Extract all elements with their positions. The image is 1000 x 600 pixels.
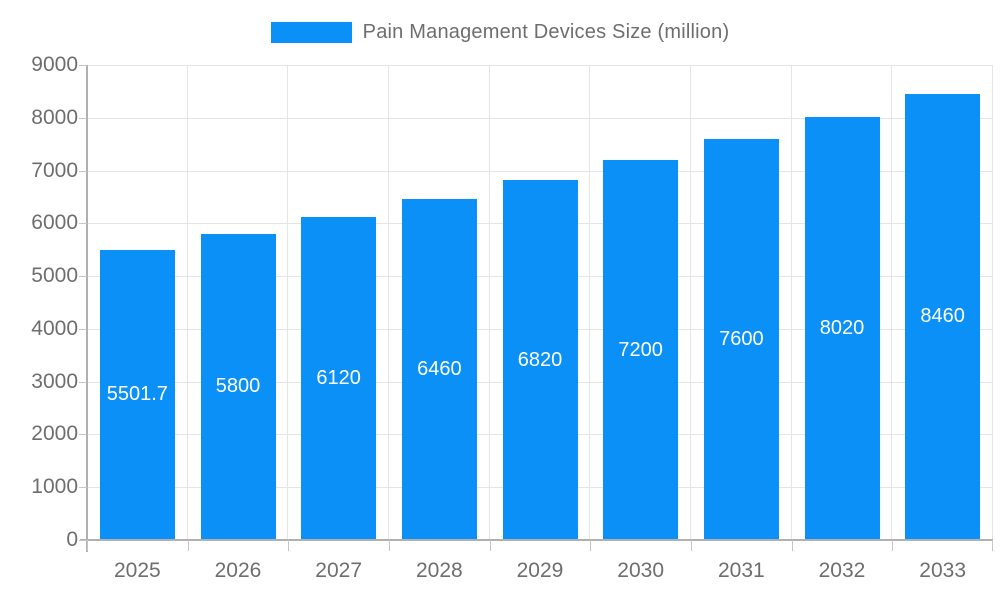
y-tick-1000 (79, 487, 87, 489)
bar-value-label-2033: 8460 (920, 305, 965, 328)
x-tick-8 (892, 540, 894, 551)
y-tick-8000 (79, 117, 87, 119)
bar-2026[interactable]: 5800 (200, 233, 276, 540)
bar-value-label-2025: 5501.7 (106, 383, 168, 406)
y-tick-label-6000: 6000 (31, 211, 78, 235)
y-tick-label-8000: 8000 (31, 105, 78, 129)
bar-2028[interactable]: 6460 (401, 199, 477, 540)
y-tick-9000 (79, 65, 87, 66)
y-tick-label-1000: 1000 (31, 475, 78, 499)
y-tick-label-5000: 5000 (31, 264, 78, 288)
bar-2027[interactable]: 6120 (301, 217, 377, 540)
x-axis-labels: 2025 2026 2027 2028 2029 2030 2031 2032 2033 (87, 556, 993, 588)
x-tick-9 (992, 540, 993, 551)
v-gridline-7 (790, 65, 792, 540)
x-tick-label-2025: 2025 (113, 559, 161, 582)
y-tick-3000 (79, 381, 87, 383)
x-tick-label-2029: 2029 (516, 559, 564, 582)
x-tick-label-2030: 2030 (617, 559, 665, 582)
y-tick-label-4000: 4000 (31, 316, 78, 340)
chart-legend[interactable]: Pain Management Devices Size (million) (0, 17, 1000, 47)
x-tick-3 (389, 540, 390, 551)
y-axis-line (86, 65, 88, 552)
v-gridline-9 (992, 65, 993, 540)
v-gridline-1 (186, 65, 188, 540)
x-axis-line (80, 539, 993, 541)
x-tick-6 (691, 540, 692, 551)
v-gridline-5 (589, 65, 591, 540)
h-gridline-8000 (87, 117, 993, 119)
bar-2025[interactable]: 5501.7 (99, 249, 175, 540)
v-gridline-3 (388, 65, 389, 540)
x-tick-label-2031: 2031 (717, 559, 765, 582)
x-tick-label-2033: 2033 (919, 559, 967, 582)
x-tick-label-2032: 2032 (818, 559, 866, 582)
bar-value-label-2028: 6460 (417, 358, 462, 381)
y-tick-5000 (79, 276, 87, 278)
h-gridline-9000 (87, 65, 993, 66)
bar-2032[interactable]: 8020 (804, 116, 880, 540)
h-gridline-7000 (87, 170, 993, 172)
x-tick-1 (187, 540, 189, 551)
y-tick-label-0: 0 (66, 528, 78, 551)
v-gridline-8 (891, 65, 893, 540)
x-tick-0 (87, 540, 88, 551)
legend-label: Pain Management Devices Size (million) (362, 20, 730, 43)
y-tick-label-7000: 7000 (31, 158, 78, 182)
x-tick-label-2028: 2028 (415, 559, 463, 582)
bar-value-label-2030: 7200 (618, 338, 663, 361)
bar-value-label-2026: 5800 (215, 375, 261, 398)
y-tick-6000 (79, 223, 87, 225)
y-tick-0 (79, 540, 87, 541)
y-tick-7000 (79, 170, 87, 172)
bar-value-label-2032: 8020 (819, 316, 865, 339)
plot-area: 5501.7 5800 6120 6460 6820 7200 7600 8020 8460 (87, 65, 993, 540)
y-tick-2000 (79, 434, 87, 436)
bar-2030[interactable]: 7200 (603, 160, 679, 540)
y-tick-label-9000: 9000 (31, 53, 78, 76)
bar-2031[interactable]: 7600 (703, 138, 779, 540)
x-tick-label-2027: 2027 (315, 559, 363, 582)
y-tick-label-3000: 3000 (31, 369, 78, 393)
y-tick-4000 (79, 328, 87, 330)
x-tick-7 (791, 540, 793, 551)
bar-2033[interactable]: 8460 (905, 93, 981, 540)
bar-2029[interactable]: 6820 (502, 180, 578, 540)
v-gridline-4 (488, 65, 490, 540)
v-gridline-2 (287, 65, 289, 540)
bar-value-label-2029: 6820 (517, 348, 563, 371)
y-tick-label-2000: 2000 (31, 422, 78, 446)
legend-swatch (270, 21, 352, 43)
x-tick-5 (590, 540, 592, 551)
bar-value-label-2031: 7600 (719, 327, 764, 350)
x-tick-2 (288, 540, 290, 551)
v-gridline-6 (690, 65, 691, 540)
x-tick-4 (489, 540, 491, 551)
bar-value-label-2027: 6120 (316, 367, 361, 389)
x-tick-label-2026: 2026 (214, 559, 262, 582)
